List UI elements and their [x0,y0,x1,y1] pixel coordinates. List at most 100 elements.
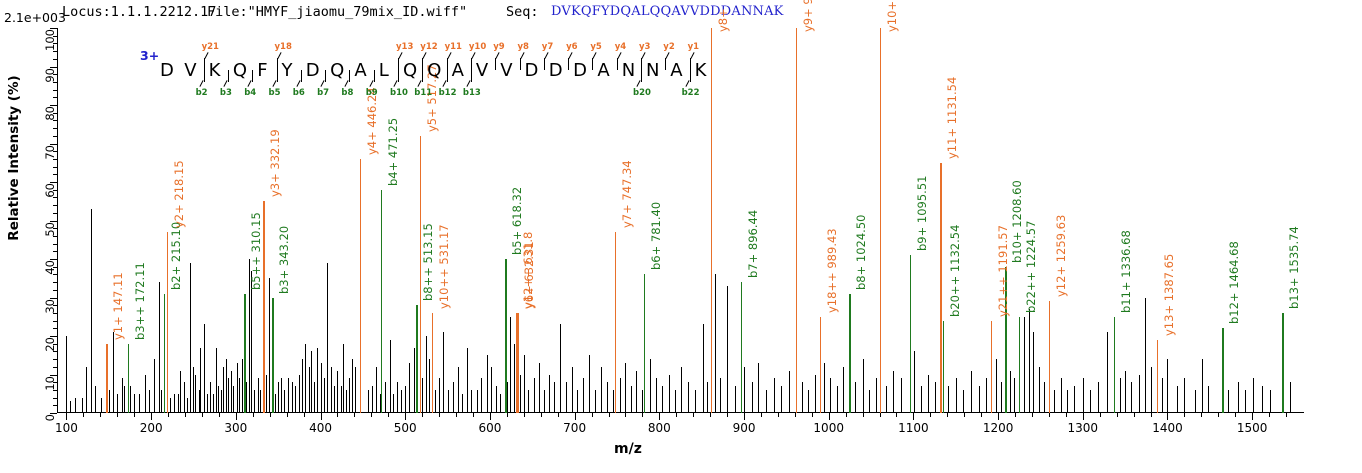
peak-label: y2+ 218.15 [171,160,186,229]
x-tick-minor [1269,413,1271,417]
y-ion-stem [568,52,573,59]
peak-unassigned [340,386,342,413]
peak-unassigned [210,382,212,413]
x-tick-label: 1500 [1236,421,1268,435]
peak-unassigned [351,359,353,413]
y-tick-minor [53,351,57,353]
peak-unassigned [203,324,205,413]
peak-unassigned [781,386,783,413]
y-ion-stem [592,52,597,59]
peak-b-ion [416,305,418,413]
peak-unassigned [612,389,614,413]
peak-label: b12+ 1464.68 [1227,241,1242,325]
b-ion-tick [325,70,327,82]
x-tick-minor [473,413,474,417]
peak-unassigned [1228,389,1230,413]
peak-unassigned [544,389,546,413]
peak-unassigned [69,401,71,413]
intensity-scale-label: 2.1e+003 [4,10,66,25]
y-tick-minor [53,197,57,199]
y-tick-label: 20 [16,330,57,352]
peak-unassigned [101,397,103,413]
peak-unassigned [566,382,568,413]
peak-b-ion [1222,328,1224,413]
y-ion-stem [495,52,500,59]
peak-unassigned [773,378,775,413]
peak-unassigned [401,389,402,413]
peak-unassigned [1245,389,1247,413]
peak-unassigned [184,382,186,413]
x-tick [998,413,1000,420]
x-tick-minor [83,413,85,417]
x-tick-minor [964,413,966,417]
x-tick-minor [879,413,881,417]
x-tick-label: 1000 [813,421,844,435]
y-tick-minor [53,35,57,37]
peak-unassigned [1237,382,1239,413]
x-tick-label: 1200 [982,421,1014,435]
peak-label: b8+ 1024.50 [854,214,869,290]
peak-unassigned [134,393,136,413]
peak-unassigned [1038,366,1040,413]
y-tick-minor [53,312,57,314]
peak-unassigned [372,386,374,413]
b-ion-label: b12 [438,88,457,98]
y-tick-label: 30 [16,292,57,314]
peak-unassigned [675,389,677,413]
x-tick-minor [591,413,593,417]
peak-unassigned [606,382,608,413]
y-tick-label: 10 [16,369,57,391]
peak-unassigned [702,324,704,413]
x-tick-minor [1048,413,1050,417]
y-tick-minor [53,128,57,130]
y-ion-label: y8 [517,42,529,52]
b-ion-tick [252,70,254,82]
peak-unassigned [830,378,832,413]
peak-y-ion [1048,301,1050,413]
x-tick-minor [1150,413,1152,417]
x-tick-label: 800 [647,421,671,435]
peak-label: y10++ 531.17 [436,224,451,309]
peak-b-ion [163,293,166,413]
peak-unassigned [251,270,253,413]
b-ion-stem [417,80,422,87]
peak-unassigned [520,374,522,413]
peak-unassigned [239,378,241,413]
y-tick-minor [53,243,57,245]
y-ion-tick [616,58,618,70]
y-ion-stem [519,52,525,59]
peak-b-ion [909,255,911,413]
y-tick [50,220,57,222]
peak-unassigned [323,378,325,413]
y-tick-minor [53,43,57,45]
peak-unassigned [843,366,845,413]
peak-unassigned [305,343,307,413]
peak-b-ion [505,259,507,413]
x-tick-minor [862,413,864,417]
sequence-text: DVKQFYDQALQQAVVDDDANNAK [551,4,784,19]
peak-unassigned [311,351,313,413]
b-ion-label: b7 [317,88,330,98]
x-tick-minor [303,413,305,417]
peak-unassigned [471,389,473,413]
y-tick-minor [53,212,57,214]
peak-unassigned [481,378,483,413]
b-ion-stem [369,80,374,87]
peak-unassigned [1098,382,1100,413]
peak-unassigned [1161,378,1163,413]
peak-unassigned [288,378,290,413]
b-ion-tick [446,70,448,82]
peak-b-ion [1282,312,1284,413]
peak-label: b10+ 1208.60 [1010,179,1025,263]
y-tick-minor [53,97,57,99]
peak-unassigned [500,393,502,413]
y-tick-label: 90 [16,61,57,83]
y-ion-tick [592,58,594,70]
x-tick-label: 600 [478,421,502,435]
peak-unassigned [1151,366,1153,413]
peak-y-ion [517,312,519,413]
peak-unassigned [409,362,411,413]
peak-label: y13+ 1387.65 [1162,253,1177,336]
peak-label: y10+ 1060.48 [885,0,899,32]
